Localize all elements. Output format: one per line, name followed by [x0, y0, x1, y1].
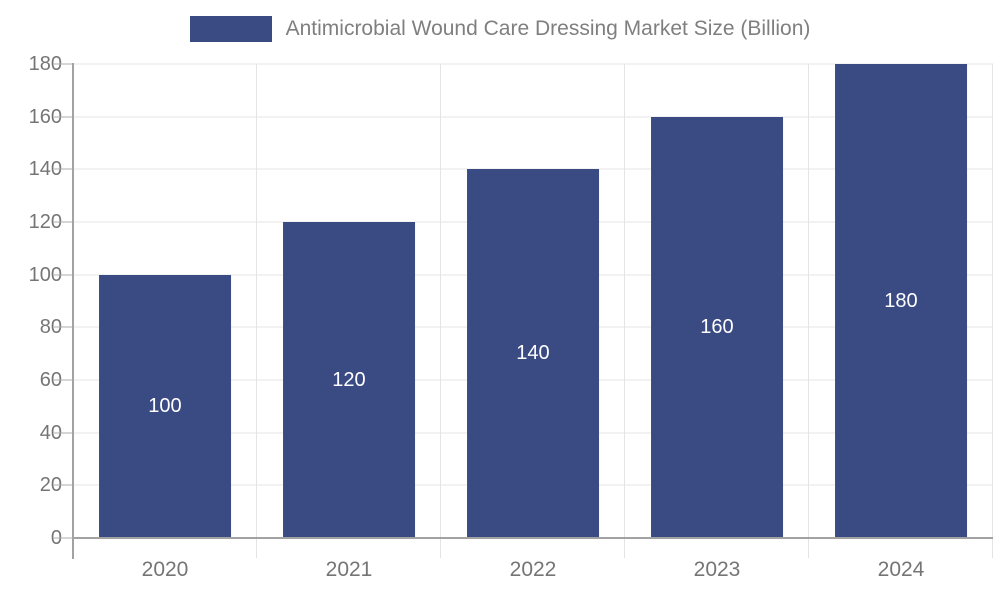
y-tick-mark-0: [54, 537, 73, 539]
y-tick-label-180: 180: [28, 53, 62, 75]
category-boundary-line: [808, 64, 809, 558]
bar-2021: 120: [283, 222, 415, 538]
bar-value-label-2021: 120: [332, 368, 366, 391]
bar-2020: 100: [99, 274, 231, 538]
category-boundary-line: [440, 64, 441, 558]
bar-value-label-2022: 140: [516, 342, 550, 365]
y-tick-label-100: 100: [28, 263, 62, 286]
y-axis-labels: 020406080100120140160180: [0, 54, 62, 548]
y-tick-mark-120: [54, 221, 73, 223]
y-tick-mark-60: [54, 379, 73, 381]
x-tick-label-2022: 2022: [509, 558, 557, 581]
x-axis-line: [73, 537, 993, 539]
y-tick-label-40: 40: [39, 421, 62, 444]
bar-2022: 140: [467, 169, 599, 538]
bar-value-label-2023: 160: [700, 315, 734, 338]
x-tick-label-2023: 2023: [693, 558, 741, 581]
gridline-y-180: [73, 63, 993, 65]
bar-2023: 160: [651, 116, 783, 538]
y-tick-label-60: 60: [39, 369, 62, 392]
category-boundary-line: [992, 64, 993, 558]
x-axis-labels: 2020 2021 2022 2023 2024: [73, 558, 993, 588]
legend-swatch: [189, 16, 272, 42]
bar-2024: 180: [835, 64, 967, 538]
bar-value-label-2024: 180: [884, 289, 918, 312]
x-tick-label-2020: 2020: [141, 558, 189, 581]
y-tick-label-160: 160: [28, 105, 62, 128]
gridline-y-160: [73, 116, 993, 118]
y-tick-mark-20: [54, 484, 73, 486]
y-tick-label-20: 20: [39, 474, 62, 497]
y-tick-label-120: 120: [28, 211, 62, 234]
y-tick-mark-160: [54, 116, 73, 118]
category-boundary-line: [256, 64, 257, 558]
y-tick-label-140: 140: [28, 158, 62, 181]
legend: Antimicrobial Wound Care Dressing Market…: [0, 16, 1000, 42]
y-tick-mark-180: [54, 63, 73, 65]
y-tick-mark-140: [54, 168, 73, 170]
bar-value-label-2020: 100: [148, 394, 182, 417]
y-tick-mark-40: [54, 432, 73, 434]
y-tick-mark-100: [54, 274, 73, 276]
y-tick-label-80: 80: [39, 316, 62, 339]
x-tick-label-2021: 2021: [325, 558, 373, 581]
y-axis-ticks: [54, 63, 73, 539]
legend-label: Antimicrobial Wound Care Dressing Market…: [285, 17, 811, 40]
x-tick-label-2024: 2024: [877, 558, 925, 581]
category-boundary-line: [624, 64, 625, 558]
plot-area: 100 120 140 160 180: [73, 63, 993, 558]
y-axis-line: [72, 63, 74, 559]
y-tick-mark-80: [54, 326, 73, 328]
